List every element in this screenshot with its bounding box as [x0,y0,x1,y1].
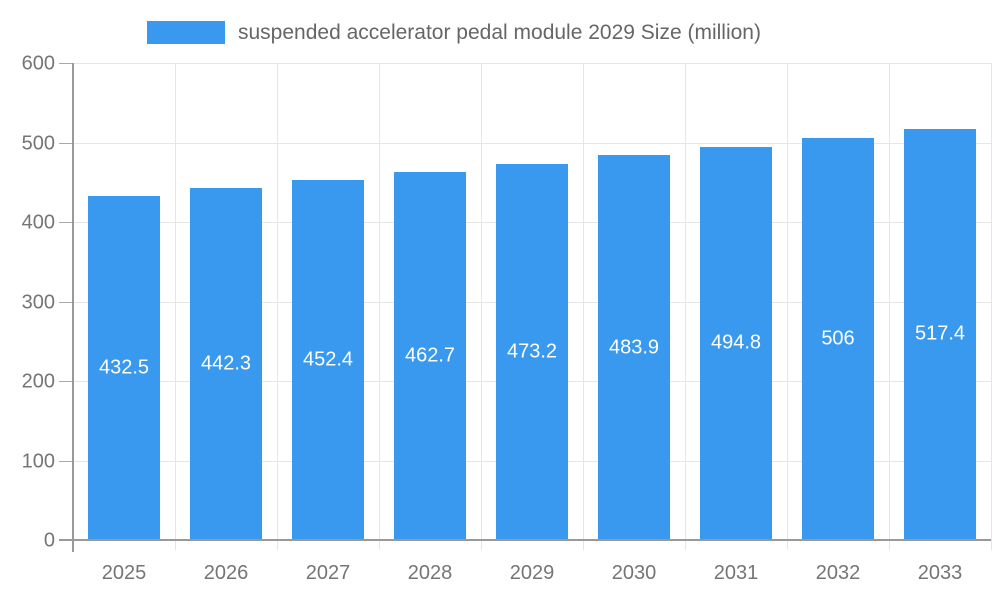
y-tick-label: 500 [21,132,55,154]
gridline-horizontal [73,142,991,144]
x-tick-label: 2029 [509,562,555,584]
bar-value-label: 432.5 [98,356,150,379]
bar [802,137,874,539]
gridline-vertical [379,63,380,550]
x-tick-label: 2028 [407,562,453,584]
x-tick-label: 2033 [917,562,963,584]
y-tick-mark [59,381,73,382]
bar-value-label: 517.4 [914,322,966,345]
gridline-horizontal [73,63,991,64]
legend-swatch [147,21,225,44]
bar-value-label: 473.2 [506,340,558,363]
bar-value-label: 494.8 [710,331,762,354]
y-tick-label: 0 [43,529,55,552]
y-tick-mark [59,63,73,64]
y-tick-mark [59,460,73,462]
x-tick-label: 2032 [815,562,861,584]
bar [598,155,670,539]
y-tick-label: 300 [21,291,55,313]
gridline-vertical [175,63,176,550]
bar-value-label: 506 [821,327,855,350]
y-tick-mark [59,222,73,223]
gridline-vertical [991,63,992,550]
x-axis-line [59,539,991,541]
bar [904,128,976,539]
x-tick-label: 2025 [101,562,147,584]
bar [394,172,466,539]
bar-value-label: 483.9 [608,336,660,359]
x-tick-label: 2030 [611,562,657,584]
gridline-vertical [481,63,482,550]
bar [700,146,772,539]
x-tick-label: 2031 [713,562,759,584]
bar [496,163,568,539]
gridline-vertical [685,63,686,550]
y-tick-label: 100 [21,450,55,472]
y-tick-mark [59,142,73,144]
y-axis-line [72,63,74,552]
y-tick-mark [59,301,73,303]
bar-value-label: 462.7 [404,344,456,367]
bar [292,180,364,539]
legend-label: suspended accelerator pedal module 2029 … [238,20,761,44]
y-tick-label: 400 [21,211,55,234]
legend: suspended accelerator pedal module 2029 … [147,21,761,44]
y-tick-label: 200 [21,370,55,393]
bar-value-label: 452.4 [302,348,354,371]
y-tick-label: 600 [21,52,55,75]
bar-value-label: 442.3 [200,352,252,375]
x-tick-label: 2026 [203,562,249,584]
gridline-vertical [787,63,788,550]
gridline-vertical [277,63,278,550]
bar [88,196,160,539]
gridline-vertical [583,63,584,550]
x-tick-label: 2027 [305,562,351,584]
gridline-vertical [889,63,890,550]
bar [190,188,262,539]
